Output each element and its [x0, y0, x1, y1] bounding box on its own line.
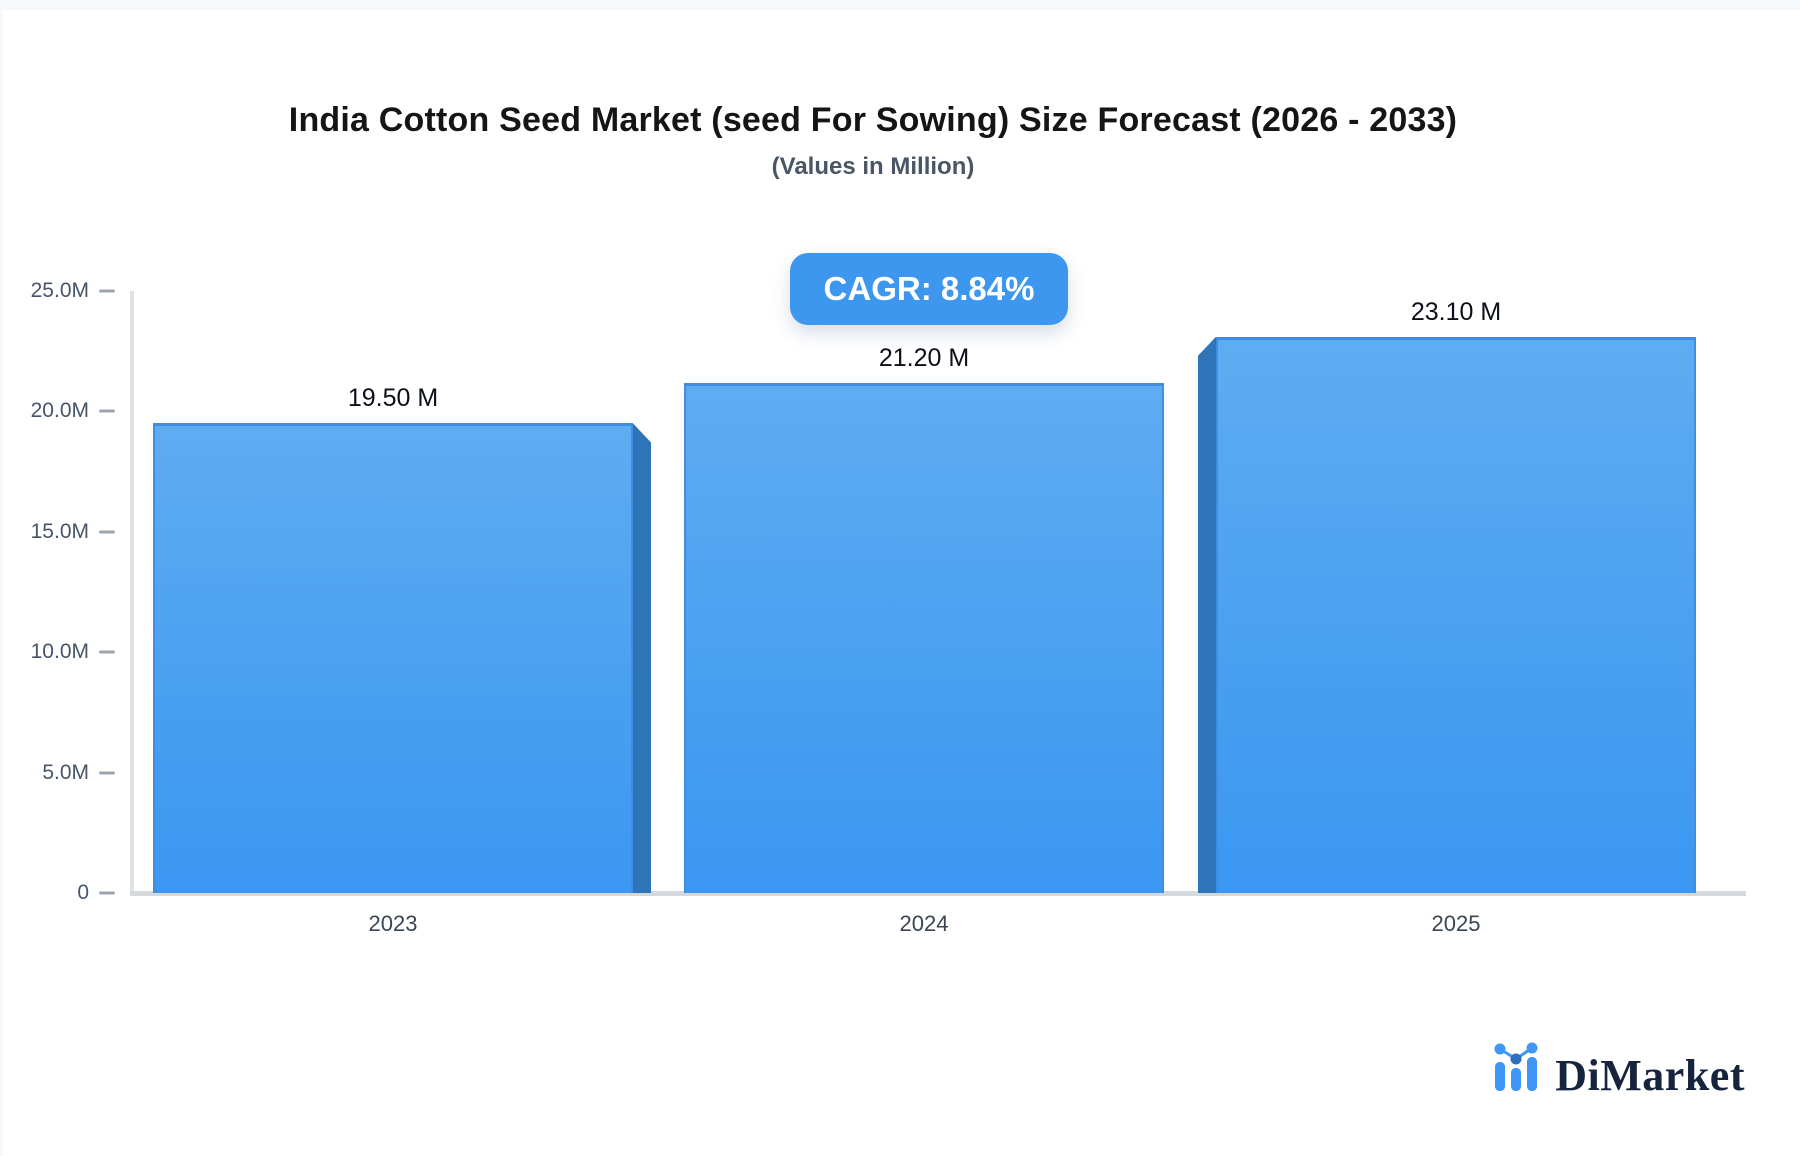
x-tick-label: 2023 — [368, 911, 418, 936]
chart-title: India Cotton Seed Market (seed For Sowin… — [288, 101, 1458, 139]
bar-2024[interactable] — [684, 382, 1164, 893]
bar-value-label: 21.20 M — [878, 343, 970, 372]
x-tick-label: 2024 — [899, 911, 949, 936]
bar-2025[interactable] — [1216, 336, 1696, 893]
bar-value-label: 19.50 M — [347, 384, 439, 413]
y-tick-mark — [99, 530, 115, 534]
y-tick-label: 20.0M — [30, 399, 89, 423]
page-edge — [3, 5, 1800, 10]
y-tick-label: 10.0M — [30, 640, 89, 664]
y-tick-mark — [99, 289, 115, 293]
chart-card: India Cotton Seed Market (seed For Sowin… — [3, 5, 1800, 1156]
plot-area: 0 5.0M 10.0M 15.0M 20.0M 25.0M 19.50 M 21.20 M… — [31, 279, 1746, 936]
y-tick-label: 0 — [77, 881, 89, 904]
bar-2023[interactable] — [153, 423, 633, 893]
cagr-badge: CAGR: 8.84% — [790, 253, 1068, 325]
y-axis-line — [130, 291, 134, 893]
dimarket-logo[interactable]: DiMarket — [1493, 1037, 1745, 1098]
bar-2023-3d-side — [633, 423, 651, 893]
x-tick-label: 2025 — [1431, 911, 1481, 936]
y-tick-mark — [99, 650, 115, 654]
y-tick-label: 15.0M — [30, 519, 89, 543]
x-axis-line — [130, 891, 1746, 896]
y-tick-mark — [99, 409, 115, 413]
chart-subtitle: (Values in Million) — [771, 153, 975, 180]
bar-value-label: 23.10 M — [1410, 297, 1502, 326]
y-tick-label: 25.0M — [30, 279, 89, 302]
dimarket-logo-text: DiMarket — [1555, 1051, 1745, 1100]
y-tick-label: 5.0M — [42, 760, 89, 784]
y-tick-mark — [99, 891, 115, 895]
y-tick-mark — [99, 771, 115, 775]
bar-2025-3d-side — [1198, 336, 1216, 893]
dimarket-logo-icon — [1493, 1037, 1541, 1098]
